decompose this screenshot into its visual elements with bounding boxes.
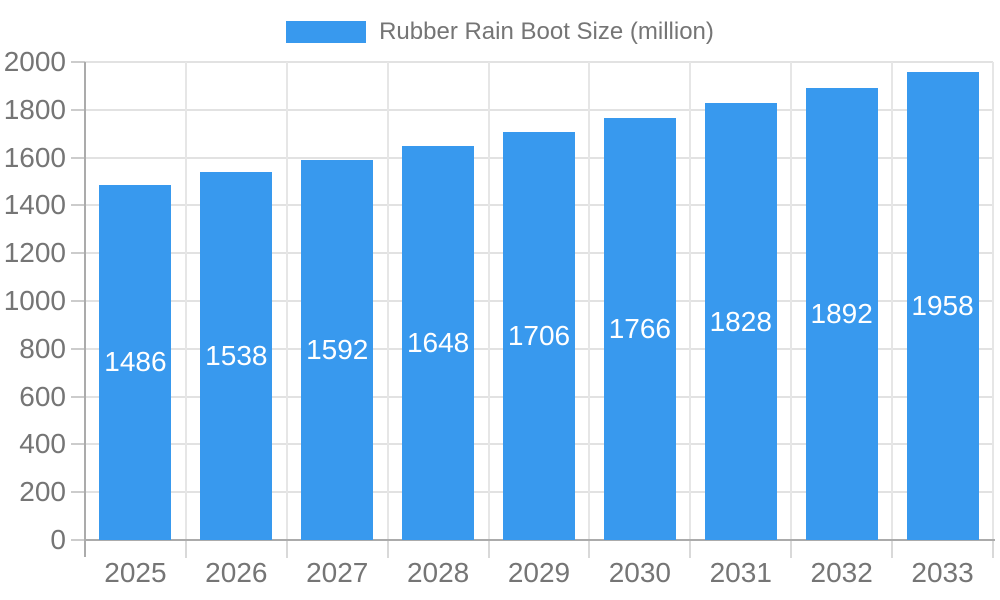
y-tick	[71, 395, 85, 398]
x-axis-label: 2033	[911, 557, 974, 588]
x-axis-label: 2027	[306, 557, 369, 588]
x-axis-label: 2031	[709, 557, 772, 588]
bar-value-label: 1538	[205, 340, 268, 372]
bar-2033[interactable]	[906, 72, 979, 540]
y-axis-label: 400	[19, 428, 66, 460]
y-axis-label: 1600	[3, 141, 66, 173]
bar-2027[interactable]	[301, 159, 374, 540]
h-gridline	[85, 61, 993, 63]
x-tick	[184, 540, 187, 558]
y-tick	[71, 252, 85, 255]
v-gridline	[285, 62, 288, 540]
bar-value-label: 1892	[810, 297, 873, 329]
v-gridline	[588, 62, 591, 540]
y-axis-label: 1000	[3, 285, 66, 316]
legend-label: Rubber Rain Boot Size (million)	[379, 18, 714, 45]
v-gridline	[689, 62, 692, 540]
bar-value-label: 1766	[608, 312, 672, 344]
x-tick	[588, 540, 591, 558]
y-tick	[71, 491, 85, 494]
y-axis-line	[84, 62, 86, 557]
bar-value-label: 1958	[911, 290, 974, 322]
y-tick	[71, 300, 85, 302]
bar-2030[interactable]	[603, 117, 676, 540]
bar-2026[interactable]	[200, 172, 273, 540]
y-tick	[71, 61, 85, 63]
v-gridline	[992, 62, 994, 540]
y-tick	[71, 108, 85, 111]
bar-value-label: 1648	[406, 327, 470, 359]
v-gridline	[487, 62, 490, 540]
bar-2031[interactable]	[704, 103, 777, 540]
y-axis-label: 1800	[3, 93, 66, 125]
x-axis-label: 2032	[810, 557, 873, 588]
bar-value-label: 1706	[507, 320, 571, 352]
x-tick	[891, 540, 894, 558]
y-axis-label: 800	[19, 332, 66, 364]
x-axis-label: 2025	[104, 557, 167, 588]
x-axis-label: 2026	[205, 557, 268, 588]
bar-2025[interactable]	[99, 184, 172, 540]
y-tick	[71, 347, 85, 350]
x-axis-label: 2028	[406, 557, 470, 588]
y-tick	[71, 156, 85, 159]
x-tick	[992, 540, 994, 558]
bar-2032[interactable]	[805, 87, 878, 540]
x-axis-label: 2030	[608, 557, 672, 588]
y-tick	[71, 539, 85, 541]
bar-value-label: 1592	[306, 333, 369, 365]
v-gridline	[790, 62, 793, 540]
bar-value-label: 1828	[709, 305, 772, 337]
v-gridline	[386, 62, 389, 540]
x-tick	[386, 540, 389, 558]
y-axis-label: 600	[19, 380, 66, 412]
x-axis-label: 2029	[507, 557, 571, 588]
x-tick	[689, 540, 692, 558]
v-gridline	[184, 62, 187, 540]
y-axis-label: 200	[19, 476, 66, 508]
x-tick	[285, 540, 288, 558]
legend-swatch	[286, 21, 367, 43]
y-axis-label: 1400	[3, 189, 66, 221]
x-tick	[790, 540, 793, 558]
legend[interactable]: Rubber Rain Boot Size (million)	[0, 17, 1000, 47]
x-axis-line	[84, 539, 995, 541]
v-gridline	[891, 62, 894, 540]
y-tick	[71, 204, 85, 207]
h-gridline	[85, 108, 993, 111]
y-axis-label: 1200	[3, 237, 66, 269]
y-tick	[71, 443, 85, 446]
bar-value-label: 1486	[104, 346, 167, 378]
x-tick	[487, 540, 490, 558]
bar-2029[interactable]	[503, 132, 575, 540]
bar-2028[interactable]	[402, 146, 475, 540]
y-axis-label: 0	[50, 524, 66, 555]
y-axis-label: 2000	[3, 46, 66, 77]
